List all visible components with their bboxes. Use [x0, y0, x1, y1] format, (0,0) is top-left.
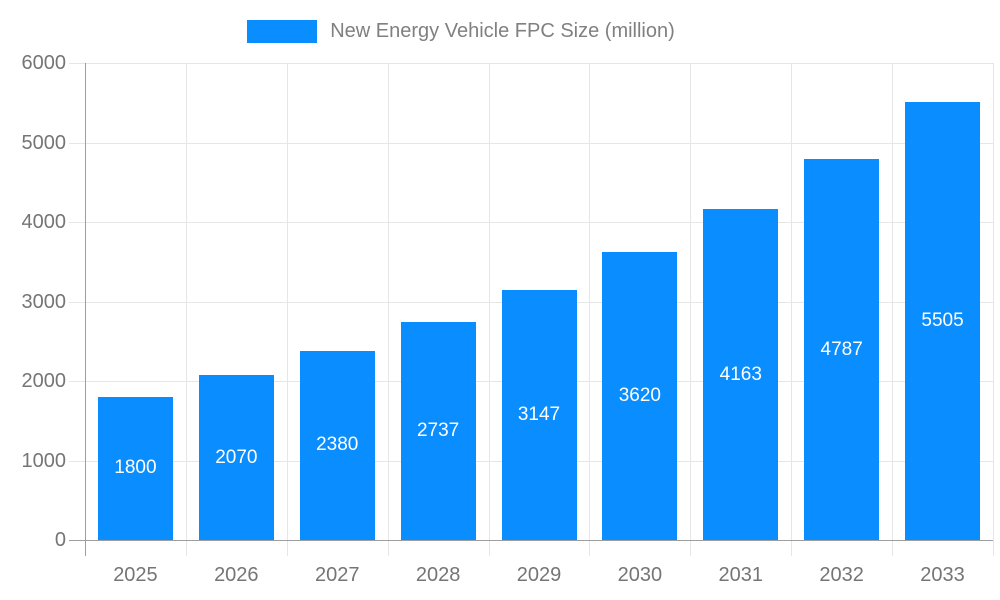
legend-label: New Energy Vehicle FPC Size (million)	[330, 20, 675, 42]
x-gridline	[791, 63, 793, 556]
bar-value-label: 5505	[921, 310, 964, 332]
x-tick-label: 2029	[516, 564, 562, 586]
bar-value-label: 4787	[820, 338, 863, 360]
bar-2025[interactable]: 1800	[97, 396, 173, 540]
bar-value-label: 3620	[618, 385, 662, 407]
y-tick-label: 0	[54, 529, 66, 551]
x-gridline	[185, 63, 187, 556]
bar-value-label: 4163	[719, 363, 762, 385]
x-tick-label: 2026	[214, 564, 259, 586]
x-tick-label: 2030	[617, 564, 663, 586]
bar-value-label: 2380	[316, 434, 359, 456]
bar-value-label: 1800	[114, 457, 157, 479]
y-axis-line	[85, 63, 86, 556]
x-tick-label: 2028	[415, 564, 461, 586]
y-gridline	[69, 142, 993, 144]
x-tick-label: 2032	[819, 564, 864, 586]
legend[interactable]: New Energy Vehicle FPC Size (million)	[0, 19, 922, 44]
x-tick-label: 2031	[718, 564, 764, 586]
y-tick-label: 3000	[21, 290, 67, 313]
x-gridline	[892, 63, 894, 556]
bar-2030[interactable]: 3620	[602, 252, 678, 540]
y-tick-label: 2000	[21, 370, 67, 392]
bar-2032[interactable]: 4787	[804, 159, 880, 540]
y-tick-label: 4000	[21, 211, 67, 233]
x-gridline	[488, 63, 490, 556]
x-axis-line	[69, 540, 993, 541]
x-gridline	[589, 63, 591, 556]
bar-2026[interactable]: 2070	[198, 375, 274, 540]
bar-value-label: 3147	[517, 403, 561, 425]
bar-2033[interactable]: 5505	[905, 102, 981, 540]
bar-2028[interactable]: 2737	[400, 322, 476, 540]
x-gridline	[690, 63, 692, 556]
bar-2027[interactable]: 2380	[299, 350, 375, 540]
x-gridline	[387, 63, 389, 556]
x-tick-label: 2033	[920, 564, 965, 586]
y-gridline	[69, 222, 993, 223]
y-tick-label: 6000	[21, 52, 67, 74]
y-gridline	[69, 63, 993, 64]
bar-2031[interactable]: 4163	[703, 209, 779, 540]
legend-swatch	[247, 20, 318, 43]
bar-2029[interactable]: 3147	[501, 289, 577, 540]
bar-value-label: 2737	[416, 420, 460, 442]
x-gridline	[993, 63, 994, 556]
y-tick-label: 5000	[21, 131, 67, 154]
x-tick-label: 2025	[113, 564, 158, 586]
bar-value-label: 2070	[215, 446, 258, 468]
x-gridline	[286, 63, 288, 556]
y-tick-label: 1000	[21, 449, 67, 472]
x-tick-label: 2027	[314, 564, 360, 586]
